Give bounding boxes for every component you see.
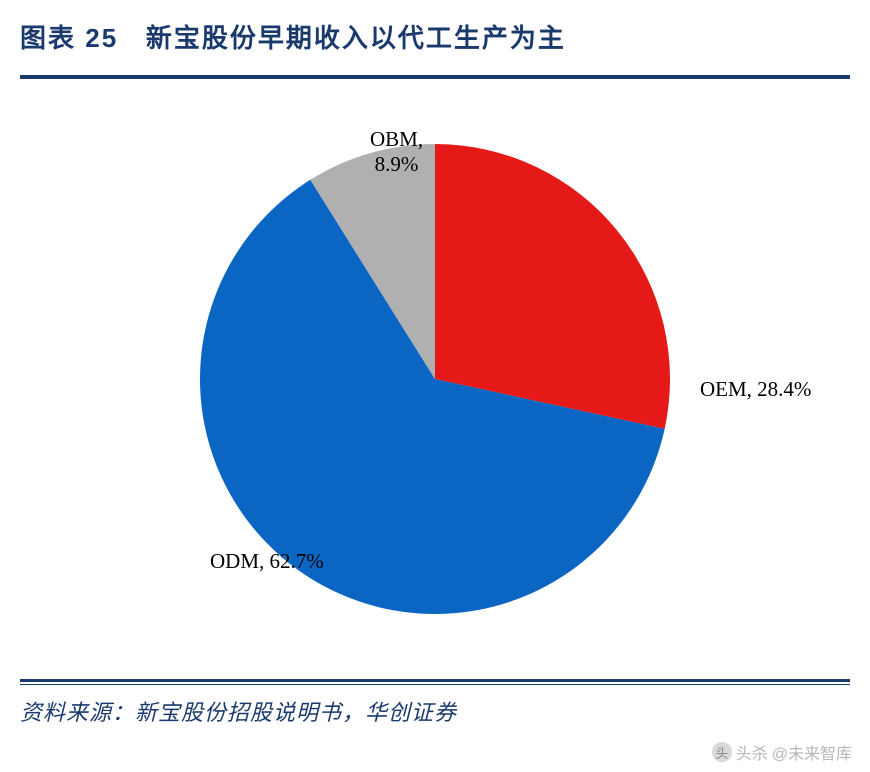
pie-label-oem: OEM, 28.4% <box>700 377 811 402</box>
pie-label-obm: OBM,8.9% <box>370 127 423 177</box>
pie-label-odm: ODM, 62.7% <box>210 549 324 574</box>
watermark-handle: @未来智库 <box>772 740 852 764</box>
footer-rule-top <box>20 679 850 682</box>
chart-title: 图表 25 新宝股份早期收入以代工生产为主 <box>20 18 850 55</box>
pie-slice-oem <box>435 144 670 429</box>
title-prefix: 图表 <box>20 23 76 53</box>
source-line: 资料来源：新宝股份招股说明书，华创证券 <box>0 685 870 737</box>
pie-chart-area: OEM, 28.4% ODM, 62.7% OBM,8.9% <box>0 79 870 679</box>
watermark: 头 头杀 @未来智库 <box>712 740 852 764</box>
title-text: 新宝股份早期收入以代工生产为主 <box>146 23 566 53</box>
title-number: 25 <box>85 23 118 53</box>
watermark-prefix: 头杀 <box>736 740 768 764</box>
chart-header: 图表 25 新宝股份早期收入以代工生产为主 <box>0 0 870 65</box>
watermark-icon: 头 <box>712 742 732 762</box>
